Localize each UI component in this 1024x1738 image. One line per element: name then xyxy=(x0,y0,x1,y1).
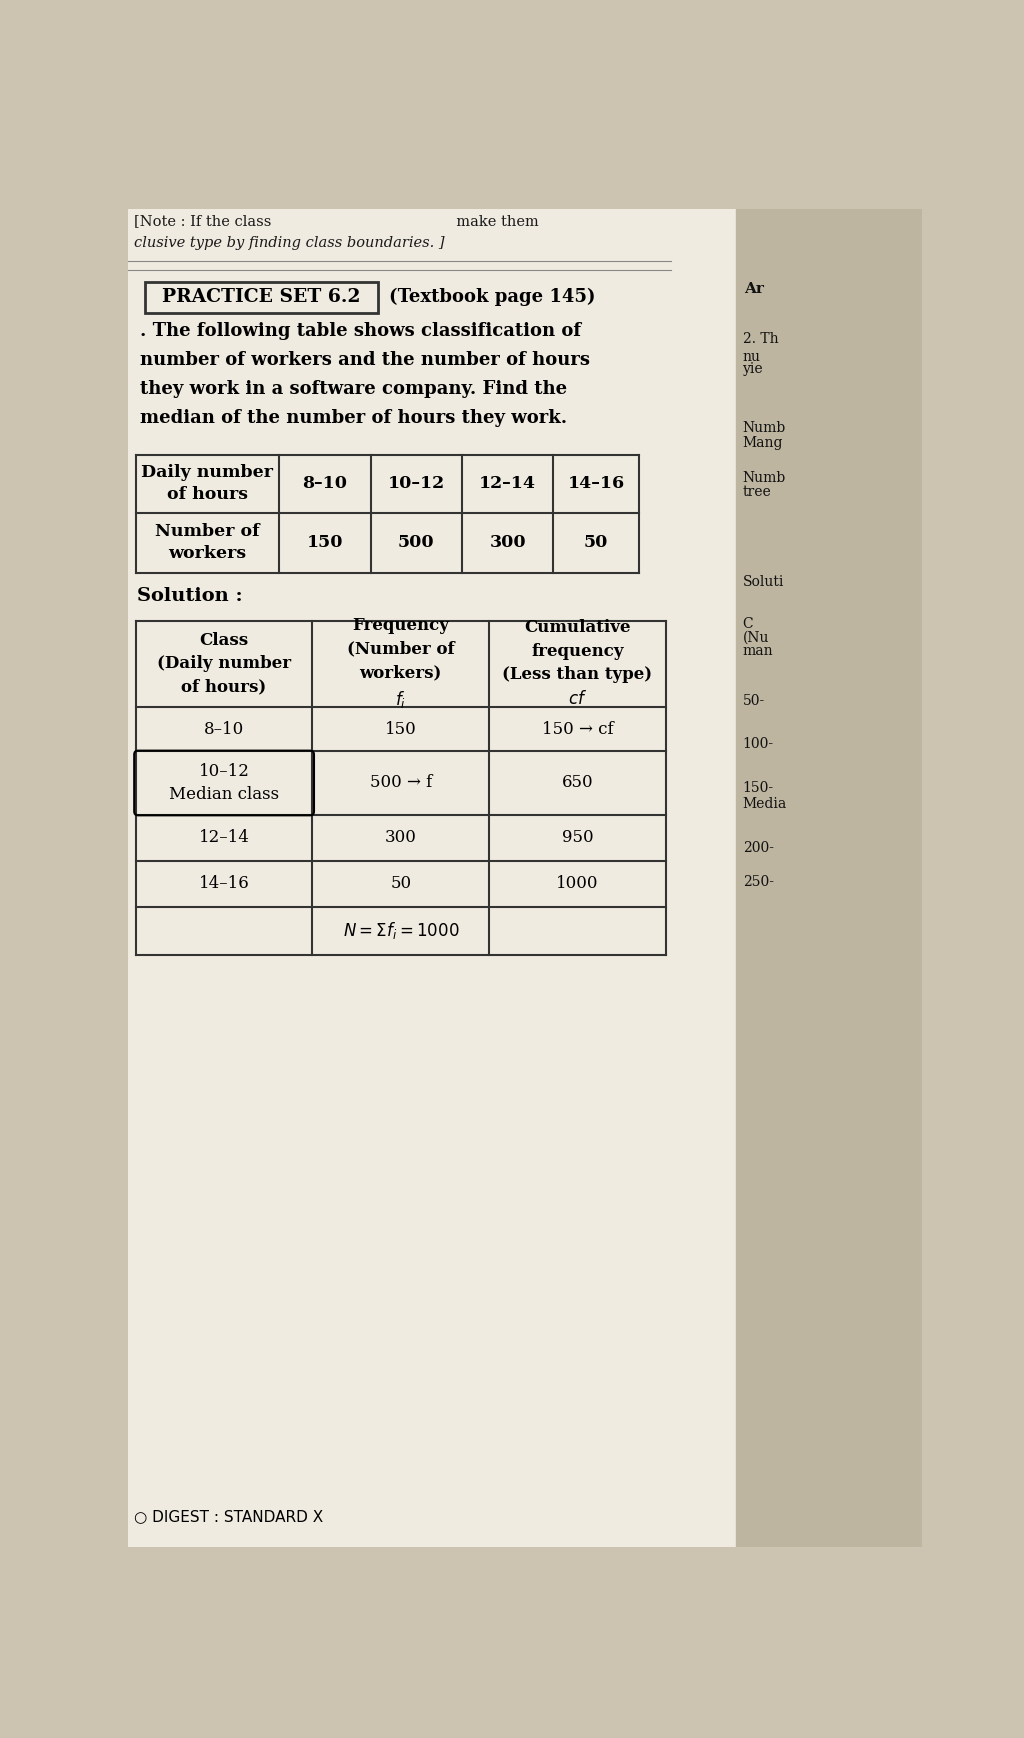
Text: Number of
workers: Number of workers xyxy=(155,523,260,563)
Text: Solution :: Solution : xyxy=(137,587,243,605)
Text: 8–10: 8–10 xyxy=(204,721,245,737)
Text: 10–12: 10–12 xyxy=(388,474,444,492)
Text: 10–12
Median class: 10–12 Median class xyxy=(169,763,280,803)
Text: 650: 650 xyxy=(562,775,593,791)
Text: 50-: 50- xyxy=(742,693,765,707)
Text: 2. Th: 2. Th xyxy=(742,332,778,346)
Text: 12–14: 12–14 xyxy=(199,829,250,846)
Text: 200-: 200- xyxy=(742,841,773,855)
Text: Daily number
of hours: Daily number of hours xyxy=(141,464,273,504)
Text: Frequency
(Number of
workers)
$f_i$: Frequency (Number of workers) $f_i$ xyxy=(347,617,455,711)
Text: 12–14: 12–14 xyxy=(479,474,537,492)
Bar xyxy=(736,209,922,1547)
Text: [Note : If the class                                        make them: [Note : If the class make them xyxy=(134,214,539,228)
Text: PRACTICE SET 6.2: PRACTICE SET 6.2 xyxy=(162,289,360,306)
Text: (Textbook page 145): (Textbook page 145) xyxy=(389,289,596,306)
Text: Numb: Numb xyxy=(742,421,785,434)
Text: 50: 50 xyxy=(390,876,412,892)
Text: 14–16: 14–16 xyxy=(567,474,625,492)
Text: Ar: Ar xyxy=(744,282,764,295)
Text: nu: nu xyxy=(742,349,761,363)
Text: Numb: Numb xyxy=(742,471,785,485)
Text: Class
(Daily number
of hours): Class (Daily number of hours) xyxy=(157,631,291,695)
Text: 150 → cf: 150 → cf xyxy=(542,721,613,737)
Text: number of workers and the number of hours: number of workers and the number of hour… xyxy=(139,351,590,368)
Text: 500 → f: 500 → f xyxy=(370,775,432,791)
Text: 14–16: 14–16 xyxy=(199,876,250,892)
Text: clusive type by finding class boundaries. ]: clusive type by finding class boundaries… xyxy=(134,236,444,250)
Text: 300: 300 xyxy=(489,534,526,551)
Text: 50: 50 xyxy=(584,534,608,551)
Text: 950: 950 xyxy=(562,829,593,846)
Text: Media: Media xyxy=(742,796,786,810)
Bar xyxy=(145,282,378,313)
Text: 250-: 250- xyxy=(742,876,773,890)
Text: (Nu: (Nu xyxy=(742,631,769,645)
Text: 150-: 150- xyxy=(742,780,774,796)
Text: . The following table shows classification of: . The following table shows classificati… xyxy=(139,322,581,339)
Text: Mang: Mang xyxy=(742,436,783,450)
Text: Soluti: Soluti xyxy=(742,575,784,589)
Text: tree: tree xyxy=(742,485,771,499)
Text: $N = \Sigma f_i = 1000$: $N = \Sigma f_i = 1000$ xyxy=(343,921,459,942)
Text: they work in a software company. Find the: they work in a software company. Find th… xyxy=(139,381,566,398)
Text: 150: 150 xyxy=(385,721,417,737)
Text: ○ DIGEST : STANDARD X: ○ DIGEST : STANDARD X xyxy=(134,1509,324,1524)
Text: 8–10: 8–10 xyxy=(302,474,347,492)
Text: 300: 300 xyxy=(385,829,417,846)
Bar xyxy=(128,209,736,1547)
Text: yie: yie xyxy=(742,362,763,377)
Text: Cumulative
frequency
(Less than type)
$cf$: Cumulative frequency (Less than type) $c… xyxy=(503,619,652,707)
Text: 1000: 1000 xyxy=(556,876,599,892)
Text: 500: 500 xyxy=(398,534,434,551)
Text: 100-: 100- xyxy=(742,737,774,751)
Text: 150: 150 xyxy=(306,534,343,551)
Text: man: man xyxy=(742,645,773,659)
Text: C: C xyxy=(742,617,754,631)
Text: median of the number of hours they work.: median of the number of hours they work. xyxy=(139,410,566,428)
